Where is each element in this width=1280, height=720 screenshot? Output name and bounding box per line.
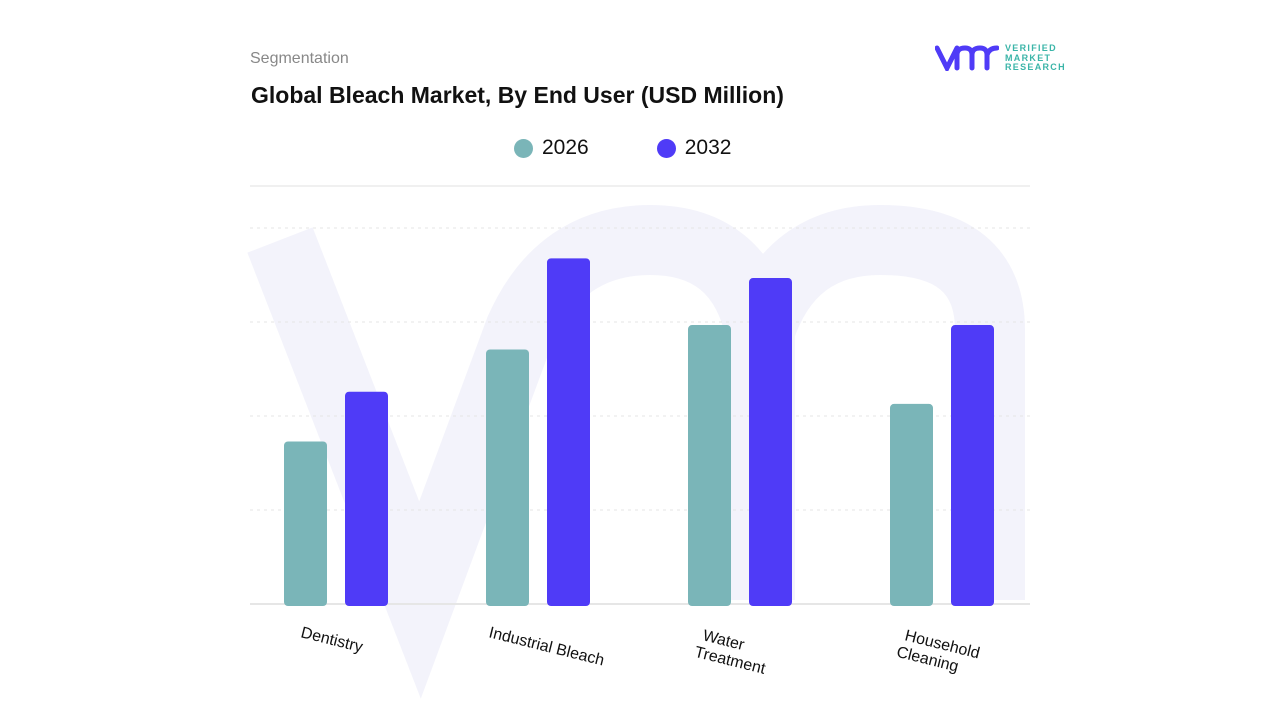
- logo-line: VERIFIED: [1005, 43, 1057, 53]
- legend-label: 2032: [684, 136, 732, 159]
- bar-2026: [890, 403, 933, 606]
- x-tick-label: Industrial Bleach: [487, 624, 606, 669]
- legend: 2026 2032: [514, 136, 731, 160]
- x-tick-label-line: Industrial Bleach: [487, 624, 606, 669]
- segment-label: Segmentation: [250, 50, 349, 67]
- bar-2032: [345, 391, 388, 606]
- bar-2032: [749, 278, 792, 606]
- legend-dot: [514, 138, 533, 158]
- vmr-logo: VERIFIED MARKET RESEARCH: [935, 43, 1066, 73]
- logo-line: MARKET: [1005, 52, 1052, 63]
- bar-2026: [486, 349, 529, 606]
- legend-label: 2026: [542, 136, 589, 159]
- legend-item-2032: 2032: [656, 136, 732, 160]
- x-tick-label: WaterTreatment: [693, 626, 772, 678]
- bar-2026: [688, 325, 731, 606]
- chart-title: Global Bleach Market, By End User (USD M…: [251, 82, 784, 108]
- x-tick-label-line: Dentistry: [299, 624, 364, 656]
- x-tick-label: HouseholdCleaning: [895, 626, 982, 679]
- bar-2032: [951, 325, 994, 606]
- vmr-logo-icon: [935, 45, 999, 72]
- legend-dot: [656, 138, 676, 158]
- bar-2032: [547, 258, 590, 606]
- logo-line: RESEARCH: [1005, 62, 1066, 72]
- bar-2026: [284, 441, 327, 606]
- legend-item-2026: 2026: [514, 136, 589, 160]
- x-tick-label: Dentistry: [299, 624, 364, 656]
